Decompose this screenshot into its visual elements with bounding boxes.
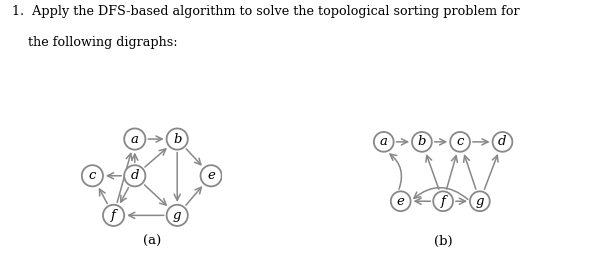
Text: c: c	[89, 169, 96, 182]
Circle shape	[124, 128, 146, 150]
Text: f: f	[441, 195, 446, 208]
Text: g: g	[173, 209, 181, 222]
Text: 1.  Apply the DFS-based algorithm to solve the topological sorting problem for: 1. Apply the DFS-based algorithm to solv…	[12, 5, 520, 18]
Text: the following digraphs:: the following digraphs:	[12, 36, 178, 49]
Text: d: d	[131, 169, 139, 182]
Circle shape	[433, 191, 453, 211]
Circle shape	[450, 132, 470, 152]
Circle shape	[391, 191, 410, 211]
Text: a: a	[380, 135, 388, 148]
Text: d: d	[498, 135, 507, 148]
Text: b: b	[173, 133, 181, 145]
Text: c: c	[456, 135, 464, 148]
Circle shape	[374, 132, 393, 152]
Text: e: e	[397, 195, 405, 208]
Circle shape	[124, 165, 146, 186]
Circle shape	[493, 132, 512, 152]
Text: e: e	[207, 169, 215, 182]
Text: g: g	[476, 195, 484, 208]
Circle shape	[470, 191, 490, 211]
Circle shape	[82, 165, 103, 186]
Circle shape	[103, 205, 124, 226]
Circle shape	[166, 128, 188, 150]
Text: f: f	[111, 209, 116, 222]
Text: b: b	[418, 135, 426, 148]
Circle shape	[412, 132, 432, 152]
Text: (a): (a)	[143, 235, 161, 248]
Text: a: a	[131, 133, 139, 145]
Circle shape	[166, 205, 188, 226]
Circle shape	[200, 165, 222, 186]
Text: (b): (b)	[434, 235, 452, 248]
